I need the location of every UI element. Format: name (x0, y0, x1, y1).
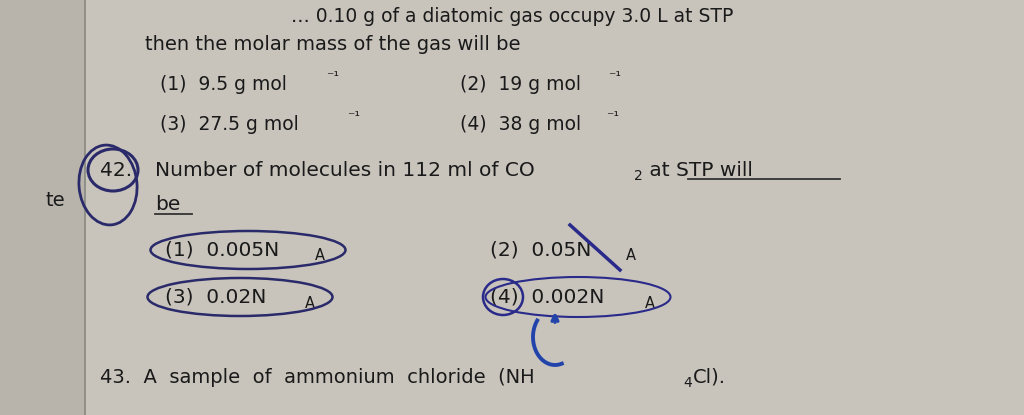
Text: ⁻¹: ⁻¹ (606, 110, 618, 124)
Text: (4)  0.002N: (4) 0.002N (490, 288, 604, 307)
Text: then the molar mass of the gas will be: then the molar mass of the gas will be (145, 36, 520, 54)
Text: ⁻¹: ⁻¹ (347, 110, 360, 124)
Text: A: A (645, 295, 655, 310)
Text: 4: 4 (683, 376, 692, 390)
Text: te: te (45, 190, 65, 210)
Text: be: be (155, 195, 180, 215)
Text: (2)  0.05N: (2) 0.05N (490, 241, 592, 259)
Text: Cl).: Cl). (693, 368, 726, 386)
Text: A: A (305, 295, 315, 310)
Text: (1)  9.5 g mol: (1) 9.5 g mol (160, 76, 287, 95)
Text: A: A (315, 249, 325, 264)
Text: 43.  A  sample  of  ammonium  chloride  (NH: 43. A sample of ammonium chloride (NH (100, 368, 535, 386)
Text: 2: 2 (634, 169, 643, 183)
Text: (3)  0.02N: (3) 0.02N (165, 288, 266, 307)
Text: (4)  38 g mol: (4) 38 g mol (460, 115, 582, 134)
Text: (2)  19 g mol: (2) 19 g mol (460, 76, 581, 95)
Text: … 0.10 g of a diatomic gas occupy 3.0 L at STP: … 0.10 g of a diatomic gas occupy 3.0 L … (291, 7, 733, 26)
Text: ⁻¹: ⁻¹ (326, 70, 339, 84)
Text: A: A (626, 249, 636, 264)
Text: Number of molecules in 112 ml of CO: Number of molecules in 112 ml of CO (155, 161, 535, 180)
Bar (0, 0, 85, 415)
Text: ⁻¹: ⁻¹ (608, 70, 621, 84)
Text: at STP will: at STP will (643, 161, 753, 180)
Text: 42.: 42. (100, 161, 132, 180)
Text: (3)  27.5 g mol: (3) 27.5 g mol (160, 115, 299, 134)
Text: (1)  0.005N: (1) 0.005N (165, 241, 280, 259)
